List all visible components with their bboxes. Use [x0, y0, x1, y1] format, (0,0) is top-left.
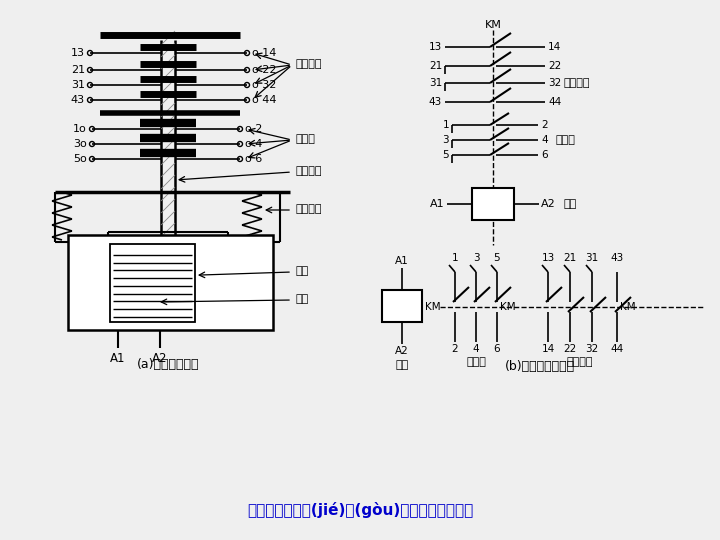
Text: 13: 13: [428, 42, 442, 52]
Bar: [110, 244, 195, 322]
Text: (a)接觸器示意圖: (a)接觸器示意圖: [137, 358, 199, 371]
Text: o 6: o 6: [245, 154, 262, 164]
Text: 主觸點: 主觸點: [466, 357, 486, 367]
Text: 3o: 3o: [73, 139, 87, 149]
Text: 輔助觸點: 輔助觸點: [563, 78, 590, 88]
Text: A1: A1: [395, 256, 409, 266]
Text: 21: 21: [71, 65, 85, 75]
Text: 22: 22: [563, 344, 577, 354]
Text: 1o: 1o: [73, 124, 87, 134]
Text: A2: A2: [152, 352, 168, 365]
Text: 反力彈簧: 反力彈簧: [295, 204, 322, 214]
Text: 4: 4: [541, 135, 548, 145]
Text: 31: 31: [585, 253, 598, 263]
Text: 線圈: 線圈: [395, 360, 409, 370]
Bar: [472, 188, 514, 220]
Bar: [68, 235, 273, 330]
Text: 主觸點: 主觸點: [556, 135, 576, 145]
Text: 31: 31: [71, 80, 85, 90]
Text: 13: 13: [71, 48, 85, 58]
Text: 輔助觸點: 輔助觸點: [567, 357, 593, 367]
Text: 5: 5: [442, 150, 449, 160]
Text: 31: 31: [428, 78, 442, 88]
Text: 1: 1: [442, 120, 449, 130]
Text: 44: 44: [611, 344, 624, 354]
Text: 21: 21: [563, 253, 577, 263]
Text: 3: 3: [442, 135, 449, 145]
Text: KM: KM: [500, 302, 516, 312]
Text: o 2: o 2: [245, 124, 262, 134]
Text: KM: KM: [425, 302, 441, 312]
Text: (b)接觸器圖形符號: (b)接觸器圖形符號: [505, 360, 575, 373]
Text: A1: A1: [431, 199, 445, 209]
Text: 4: 4: [473, 344, 480, 354]
Text: o 32: o 32: [252, 80, 276, 90]
Text: 交流接觸器的結(jié)構(gòu)示意圖及圖形符號: 交流接觸器的結(jié)構(gòu)示意圖及圖形符號: [247, 502, 473, 518]
Text: 6: 6: [494, 344, 500, 354]
Text: 3: 3: [473, 253, 480, 263]
Text: 43: 43: [428, 97, 442, 107]
Text: o 22: o 22: [252, 65, 276, 75]
Text: 22: 22: [548, 61, 562, 71]
Text: 43: 43: [611, 253, 624, 263]
Text: 主觸點: 主觸點: [295, 134, 315, 144]
Text: 5o: 5o: [73, 154, 87, 164]
Text: 1: 1: [451, 253, 459, 263]
Text: 43: 43: [71, 95, 85, 105]
Text: A2: A2: [541, 199, 556, 209]
Text: 21: 21: [428, 61, 442, 71]
Text: KM: KM: [485, 20, 501, 30]
Text: 13: 13: [541, 253, 554, 263]
Text: 線圈: 線圈: [295, 294, 308, 304]
Text: 32: 32: [585, 344, 598, 354]
Text: o 44: o 44: [252, 95, 276, 105]
Text: 輔助觸點: 輔助觸點: [295, 59, 322, 69]
Text: 6: 6: [541, 150, 548, 160]
Text: 14: 14: [541, 344, 554, 354]
Text: 鐵心: 鐵心: [295, 266, 308, 276]
Text: 32: 32: [548, 78, 562, 88]
Text: 絕緣連桿: 絕緣連桿: [295, 166, 322, 176]
Text: 14: 14: [548, 42, 562, 52]
Text: 2: 2: [451, 344, 459, 354]
Text: 2: 2: [541, 120, 548, 130]
Text: 44: 44: [548, 97, 562, 107]
Text: KM: KM: [620, 302, 636, 312]
Bar: [382, 290, 422, 322]
Text: A1: A1: [110, 352, 126, 365]
Text: A2: A2: [395, 346, 409, 356]
Text: 5: 5: [494, 253, 500, 263]
Text: o 4: o 4: [245, 139, 262, 149]
Text: o 14: o 14: [252, 48, 276, 58]
Text: 線圈: 線圈: [564, 199, 577, 209]
